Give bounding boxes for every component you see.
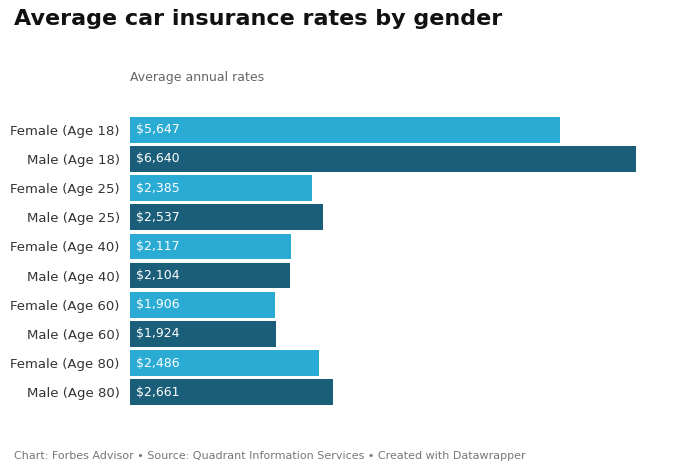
Text: $2,486: $2,486 — [136, 356, 179, 370]
Text: $2,661: $2,661 — [136, 386, 179, 399]
Bar — [130, 321, 276, 347]
Text: $6,640: $6,640 — [136, 152, 179, 165]
Text: Average car insurance rates by gender: Average car insurance rates by gender — [14, 9, 503, 29]
Text: $2,117: $2,117 — [136, 240, 179, 253]
Bar — [130, 175, 312, 201]
Bar — [130, 263, 290, 288]
Bar — [130, 146, 636, 172]
Text: Chart: Forbes Advisor • Source: Quadrant Information Services • Created with Dat: Chart: Forbes Advisor • Source: Quadrant… — [14, 452, 526, 461]
Text: $2,385: $2,385 — [136, 182, 179, 195]
Text: $1,924: $1,924 — [136, 327, 179, 340]
Text: Average annual rates: Average annual rates — [130, 71, 264, 84]
Bar — [130, 379, 332, 405]
Bar — [130, 350, 319, 376]
Bar — [130, 292, 275, 317]
Text: $5,647: $5,647 — [136, 123, 179, 136]
Bar — [130, 117, 561, 143]
Text: $1,906: $1,906 — [136, 298, 179, 311]
Bar — [130, 205, 323, 230]
Text: $2,104: $2,104 — [136, 269, 179, 282]
Bar — [130, 233, 291, 259]
Text: $2,537: $2,537 — [136, 211, 179, 224]
